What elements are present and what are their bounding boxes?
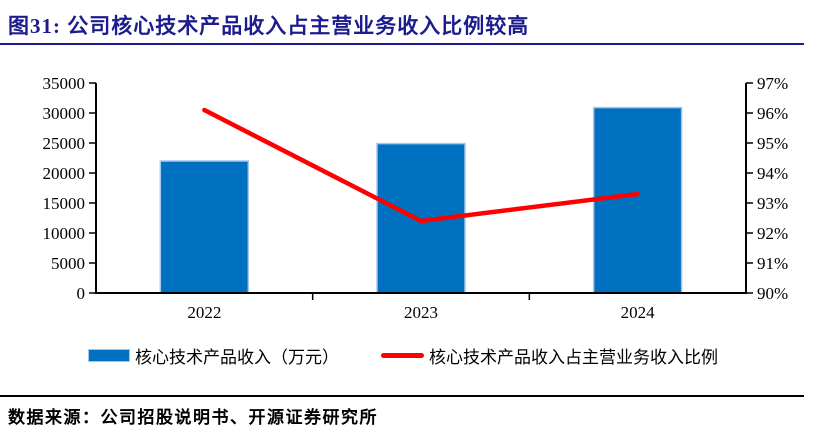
- bar-legend-swatch: [88, 348, 130, 362]
- left-axis-tick-label: 35000: [43, 74, 86, 93]
- bar-2024: [592, 106, 683, 294]
- legend-item-bar-series: 核心技术产品收入（万元）: [88, 344, 339, 367]
- right-axis-tick-label: 90%: [757, 284, 788, 303]
- left-axis-tick-label: 30000: [43, 104, 86, 123]
- chart-legend: 核心技术产品收入（万元） 核心技术产品收入占主营业务收入比例: [0, 344, 815, 367]
- combo-bar-line-chart: 0 5000 10000 15000 20000 25000 30000 35000 90% 91…: [43, 74, 789, 322]
- right-axis-tick-label: 93%: [757, 194, 788, 213]
- right-axis-tick-label: 97%: [757, 74, 788, 93]
- ratio-line-series: [202, 107, 640, 224]
- bar-2022: [159, 160, 250, 294]
- right-axis-tick-label: 94%: [757, 164, 788, 183]
- bar-legend-label: 核心技术产品收入（万元）: [135, 347, 339, 367]
- left-axis-tick-label: 0: [77, 284, 86, 303]
- left-axis-tick-label: 25000: [43, 134, 86, 153]
- left-axis-tick-label: 10000: [43, 224, 86, 243]
- x-axis-category-label: 2022: [187, 303, 221, 322]
- source-divider: [0, 395, 804, 397]
- right-axis-tick-label: 91%: [757, 254, 788, 273]
- title-divider: [0, 43, 804, 45]
- x-axis-category-label: 2024: [621, 303, 656, 322]
- line-legend-swatch: [381, 352, 424, 358]
- right-axis-tick-label: 96%: [757, 104, 788, 123]
- left-axis-tick-label: 5000: [51, 254, 85, 273]
- left-axis-tick-label: 15000: [43, 194, 86, 213]
- right-axis-tick-label: 95%: [757, 134, 788, 153]
- source-note: 数据来源：公司招股说明书、开源证券研究所: [8, 408, 378, 427]
- x-axis-category-label: 2023: [404, 303, 438, 322]
- figure-title: 图31: 公司核心技术产品收入占主营业务收入比例较高: [8, 14, 530, 38]
- left-axis-tick-label: 20000: [43, 164, 86, 183]
- right-axis-tick-label: 92%: [757, 224, 788, 243]
- line-legend-label: 核心技术产品收入占主营业务收入比例: [429, 347, 718, 367]
- legend-item-line-series: 核心技术产品收入占主营业务收入比例: [381, 344, 718, 367]
